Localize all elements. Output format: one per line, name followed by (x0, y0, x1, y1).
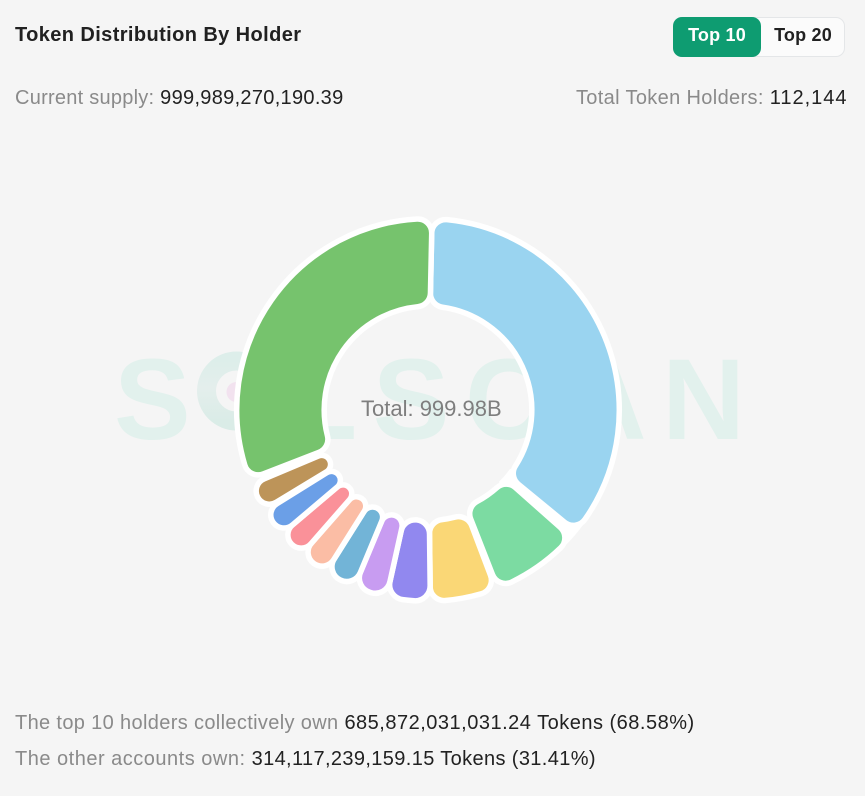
svg-text:S: S (114, 336, 191, 464)
